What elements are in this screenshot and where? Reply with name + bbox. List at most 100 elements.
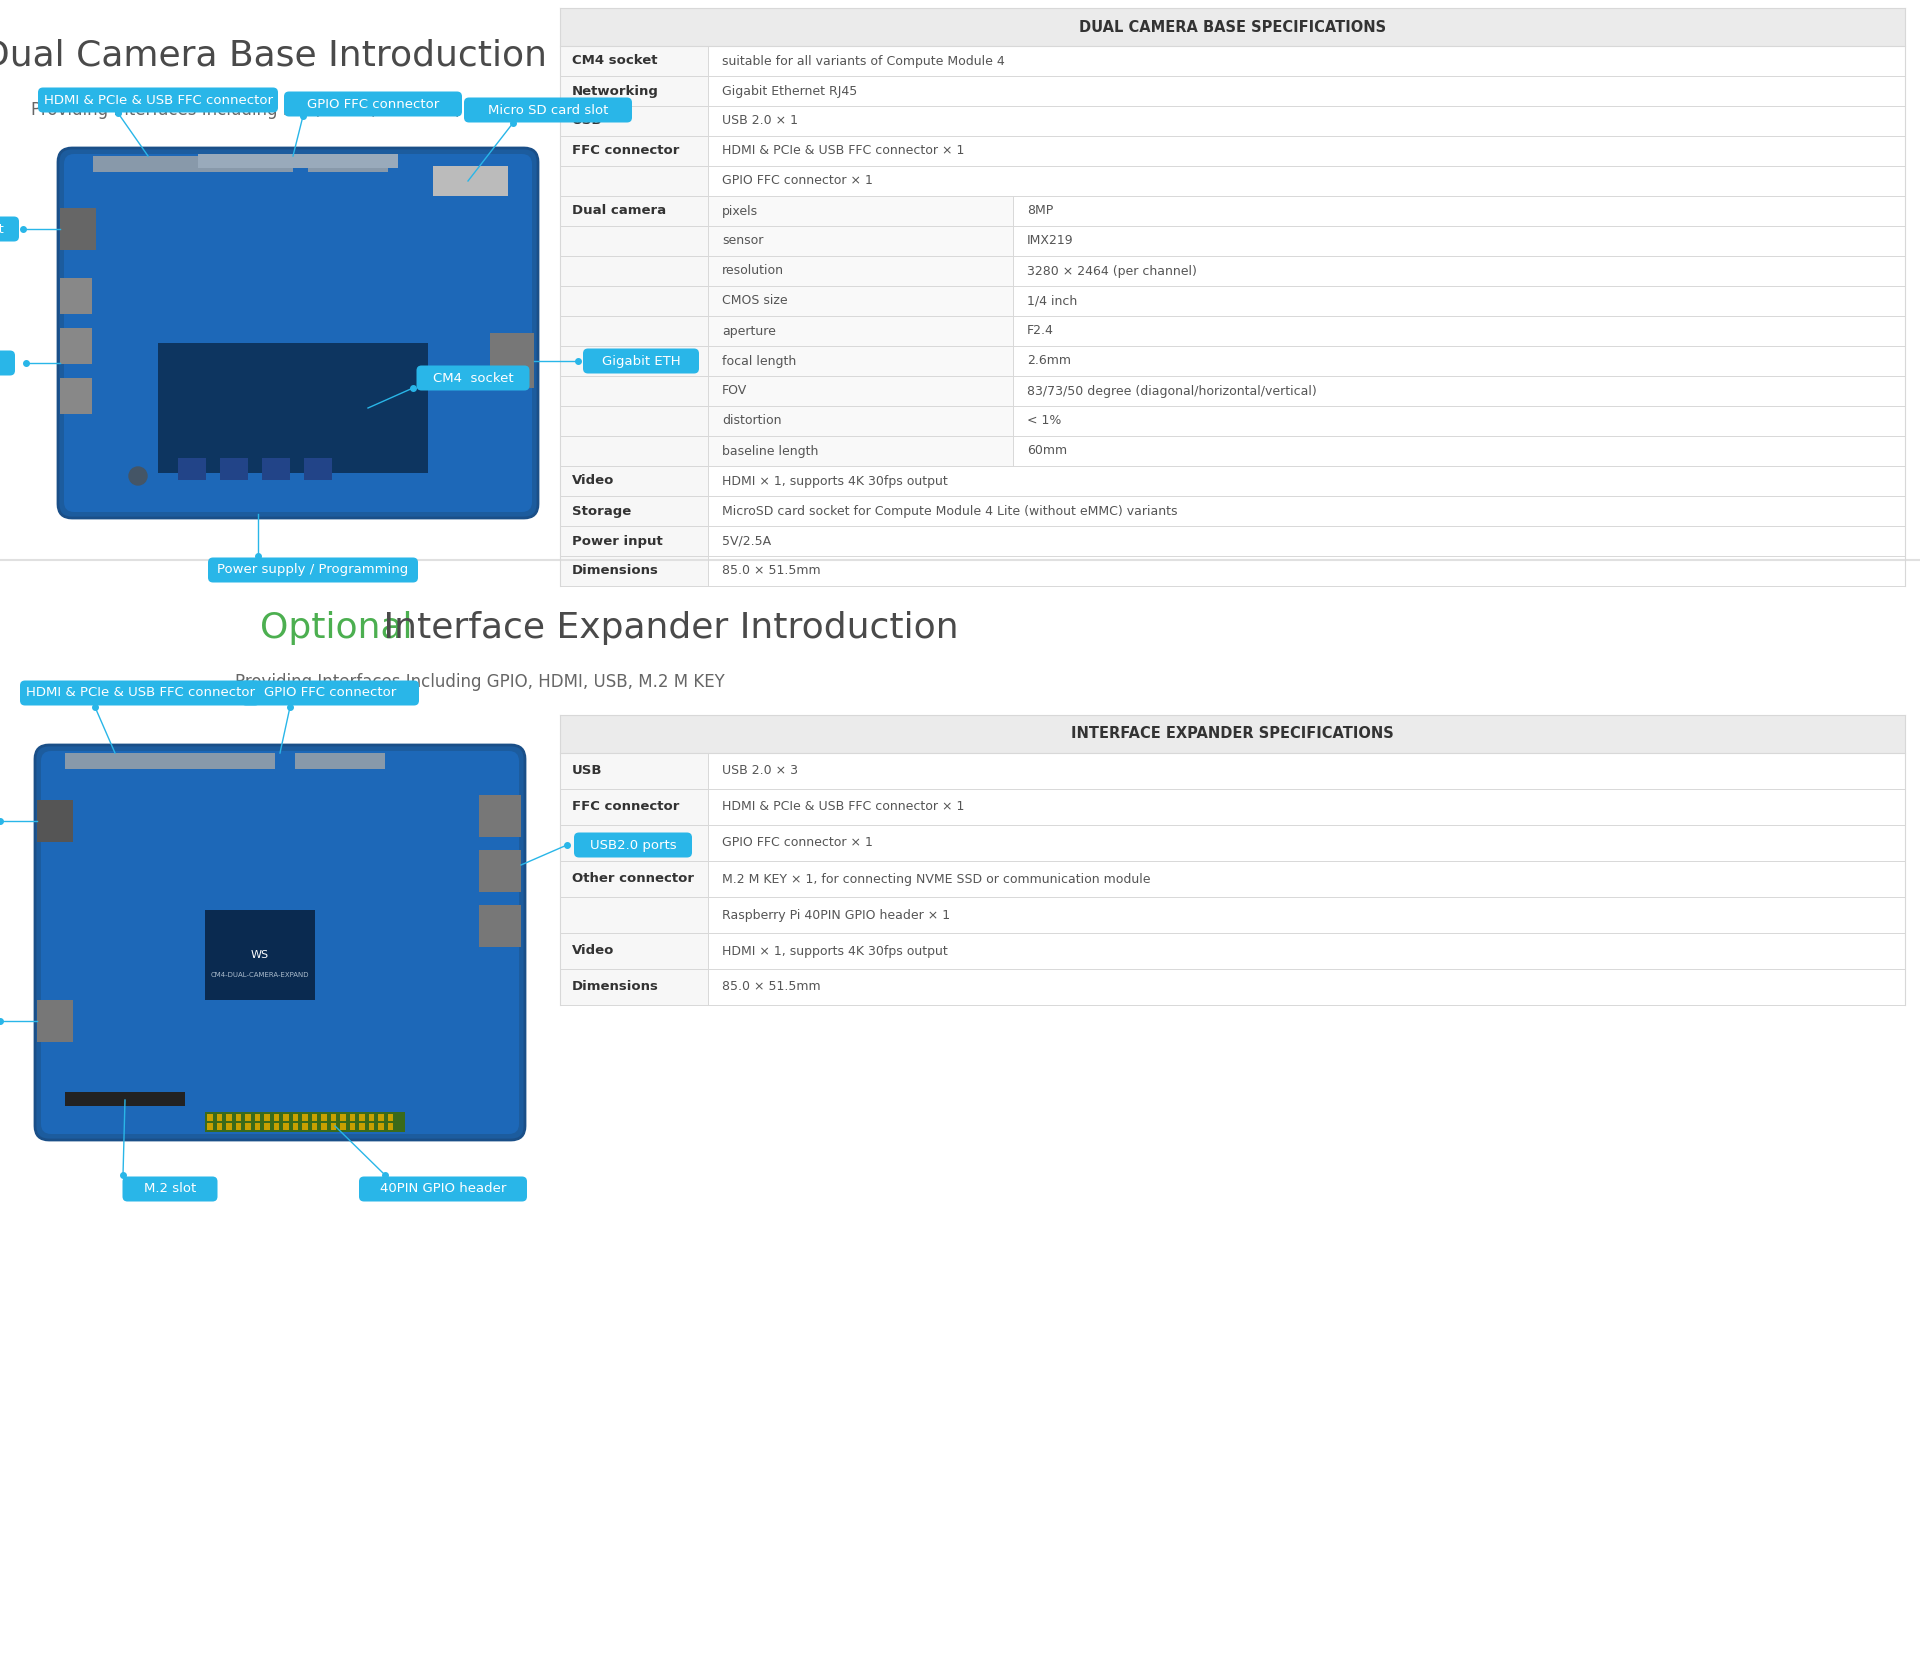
Text: CMOS size: CMOS size <box>722 294 787 307</box>
Bar <box>292 1122 298 1131</box>
FancyBboxPatch shape <box>207 558 419 583</box>
Text: Optional: Optional <box>259 612 413 645</box>
Text: focal length: focal length <box>722 354 797 368</box>
Bar <box>434 166 509 197</box>
Bar <box>561 465 708 496</box>
FancyBboxPatch shape <box>123 1176 217 1201</box>
Bar <box>1014 376 1905 407</box>
Text: GPIO FFC connector: GPIO FFC connector <box>307 97 440 111</box>
Bar <box>561 316 708 346</box>
Text: CM4  socket: CM4 socket <box>432 371 513 385</box>
Bar <box>65 753 275 769</box>
Bar <box>561 969 708 1005</box>
Bar <box>561 227 708 255</box>
Bar <box>561 106 708 136</box>
Bar <box>708 825 1905 860</box>
Bar <box>330 1114 336 1121</box>
Text: FFC connector: FFC connector <box>572 144 680 158</box>
Text: USB 2.0 × 3: USB 2.0 × 3 <box>722 764 799 778</box>
Text: HDMI & PCIe & USB FFC connector × 1: HDMI & PCIe & USB FFC connector × 1 <box>722 800 964 813</box>
Text: Power input: Power input <box>572 534 662 548</box>
Bar <box>1014 437 1905 465</box>
Bar <box>265 1122 269 1131</box>
Bar <box>369 1114 374 1121</box>
Text: GPIO FFC connector × 1: GPIO FFC connector × 1 <box>722 175 874 188</box>
Bar <box>561 346 708 376</box>
Text: USB2.0 ports: USB2.0 ports <box>589 838 676 852</box>
Text: pixels: pixels <box>722 205 758 217</box>
Bar <box>561 407 708 437</box>
Text: 40PIN GPIO header: 40PIN GPIO header <box>380 1183 507 1196</box>
Bar <box>340 1114 346 1121</box>
Text: 85.0 × 51.5mm: 85.0 × 51.5mm <box>722 981 820 993</box>
Text: INTERFACE EXPANDER SPECIFICATIONS: INTERFACE EXPANDER SPECIFICATIONS <box>1071 726 1394 741</box>
FancyBboxPatch shape <box>584 348 699 373</box>
Bar <box>60 208 96 250</box>
FancyBboxPatch shape <box>40 751 518 1134</box>
Bar <box>65 1092 184 1105</box>
Bar <box>561 76 708 106</box>
Bar <box>236 1114 242 1121</box>
Bar <box>561 860 708 897</box>
Bar <box>561 45 708 76</box>
Text: Micro SD card slot: Micro SD card slot <box>488 104 609 116</box>
Bar <box>369 1122 374 1131</box>
Bar <box>708 376 1014 407</box>
Text: USB: USB <box>572 114 603 128</box>
Bar <box>321 1122 326 1131</box>
Bar <box>207 1122 213 1131</box>
Text: USB 2.0 × 1: USB 2.0 × 1 <box>722 114 799 128</box>
Bar <box>561 556 708 586</box>
Text: aperture: aperture <box>722 324 776 338</box>
Bar <box>708 556 1905 586</box>
Text: Power supply / Programming: Power supply / Programming <box>217 563 409 576</box>
Bar <box>227 1114 232 1121</box>
Bar <box>478 850 520 892</box>
Text: HDMI & PCIe & USB FFC connector × 1: HDMI & PCIe & USB FFC connector × 1 <box>722 144 964 158</box>
Bar <box>282 1122 288 1131</box>
Bar <box>378 1114 384 1121</box>
Bar <box>378 1122 384 1131</box>
Bar <box>708 45 1905 76</box>
Bar <box>301 1122 307 1131</box>
Text: Video: Video <box>572 944 614 958</box>
Bar <box>282 1114 288 1121</box>
Bar <box>205 911 315 1000</box>
Text: M.2 M KEY × 1, for connecting NVME SSD or communication module: M.2 M KEY × 1, for connecting NVME SSD o… <box>722 872 1150 885</box>
Text: 5V/2.5A: 5V/2.5A <box>722 534 772 548</box>
Bar <box>708 753 1905 790</box>
Text: HDMI & PCIe & USB FFC connector: HDMI & PCIe & USB FFC connector <box>44 94 273 106</box>
Bar <box>273 1114 278 1121</box>
FancyBboxPatch shape <box>284 91 463 116</box>
Bar <box>561 790 708 825</box>
Bar <box>708 316 1014 346</box>
Bar <box>236 1122 242 1131</box>
Bar <box>60 378 92 413</box>
Bar <box>708 790 1905 825</box>
Text: HDMI port: HDMI port <box>0 222 4 235</box>
Bar <box>349 1114 355 1121</box>
Text: baseline length: baseline length <box>722 445 818 457</box>
Text: Storage: Storage <box>572 504 632 517</box>
Bar <box>561 376 708 407</box>
Bar <box>561 8 1905 45</box>
Bar <box>708 227 1014 255</box>
Text: sensor: sensor <box>722 235 764 247</box>
Bar <box>708 897 1905 932</box>
Text: 3280 × 2464 (per channel): 3280 × 2464 (per channel) <box>1027 264 1196 277</box>
Bar <box>708 255 1014 286</box>
Text: 1/4 inch: 1/4 inch <box>1027 294 1077 307</box>
Bar <box>708 286 1014 316</box>
Bar <box>708 860 1905 897</box>
Bar <box>1014 316 1905 346</box>
Bar <box>561 526 708 556</box>
FancyBboxPatch shape <box>465 97 632 123</box>
Text: Interface Expander Introduction: Interface Expander Introduction <box>372 612 958 645</box>
Text: WS: WS <box>252 949 269 959</box>
Bar <box>321 1114 326 1121</box>
Bar <box>217 1114 223 1121</box>
Text: CM4-DUAL-CAMERA-EXPAND: CM4-DUAL-CAMERA-EXPAND <box>211 973 309 978</box>
Text: 60mm: 60mm <box>1027 445 1068 457</box>
Bar <box>561 716 1905 753</box>
Bar <box>561 255 708 286</box>
